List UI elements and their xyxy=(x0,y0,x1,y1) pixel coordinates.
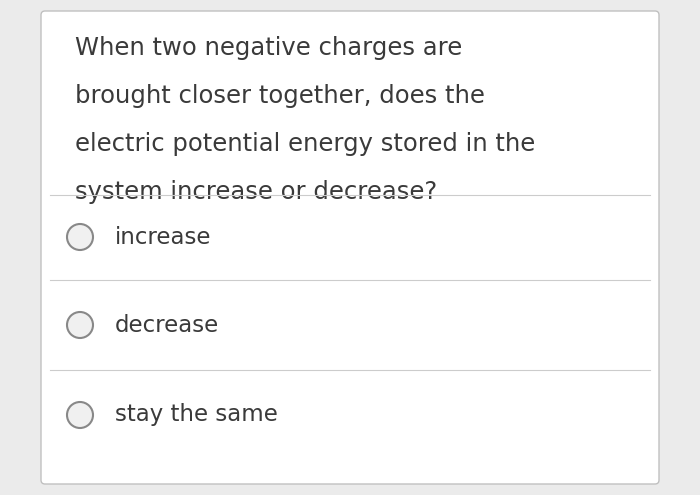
Text: increase: increase xyxy=(115,226,211,248)
Text: When two negative charges are: When two negative charges are xyxy=(75,36,462,60)
Text: decrease: decrease xyxy=(115,313,219,337)
Circle shape xyxy=(67,312,93,338)
Circle shape xyxy=(67,224,93,250)
Text: stay the same: stay the same xyxy=(115,403,278,427)
Text: brought closer together, does the: brought closer together, does the xyxy=(75,84,485,108)
FancyBboxPatch shape xyxy=(41,11,659,484)
Text: system increase or decrease?: system increase or decrease? xyxy=(75,180,438,204)
Text: electric potential energy stored in the: electric potential energy stored in the xyxy=(75,132,536,156)
Circle shape xyxy=(67,402,93,428)
